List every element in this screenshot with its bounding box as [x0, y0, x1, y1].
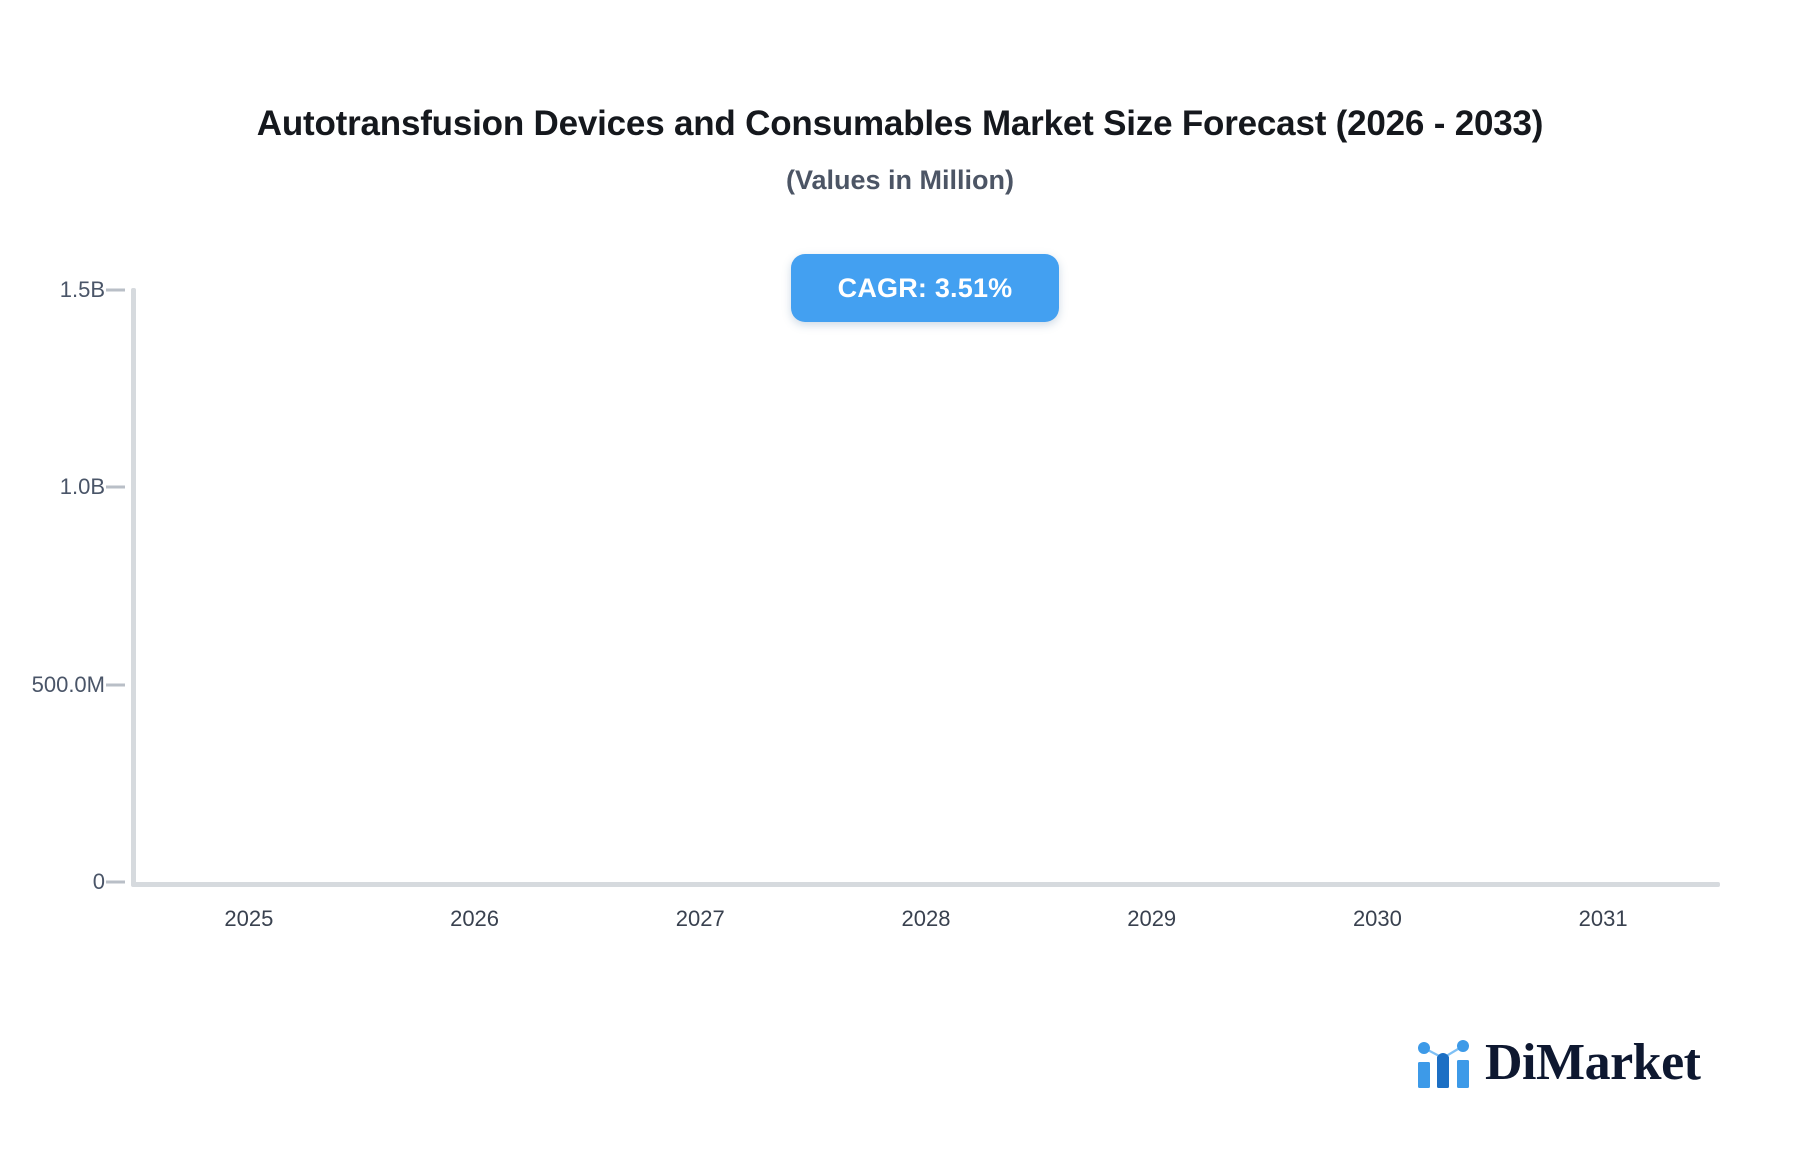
y-axis-tick-label: 1.5B	[59, 277, 105, 302]
x-axis-tick-label: 2027	[675, 906, 725, 931]
y-axis-tick-mark	[106, 683, 125, 687]
y-axis-tick-mark	[106, 288, 125, 292]
x-axis-tick-label: 2026	[450, 906, 500, 931]
y-axis-tick-mark	[106, 485, 125, 489]
y-axis-tick-label: 0	[92, 869, 105, 894]
x-axis-tick-label: 2025	[224, 906, 274, 931]
y-axis-line	[131, 288, 136, 886]
y-axis-tick-label: 500.0M	[31, 671, 105, 697]
cagr-badge-label: CAGR: 3.51%	[837, 272, 1013, 303]
cagr-badge: CAGR: 3.51%	[791, 254, 1059, 322]
y-axis-tick-label: 1.0B	[59, 474, 105, 500]
x-axis-line	[131, 882, 1720, 887]
brand-logo: DiMarket	[1415, 1034, 1701, 1091]
brand-name: DiMarket	[1485, 1034, 1701, 1091]
x-axis-tick-label: 2030	[1352, 906, 1402, 931]
x-axis-tick-label: 2029	[1127, 906, 1177, 931]
page-title: Autotransfusion Devices and Consumables …	[256, 104, 1544, 143]
bar-chart-logo-icon	[1418, 1040, 1469, 1088]
y-axis-tick-mark	[106, 880, 125, 884]
x-axis-tick-label: 2028	[901, 906, 951, 931]
x-axis-tick-label: 2031	[1578, 906, 1628, 931]
chart-subtitle: (Values in Million)	[785, 165, 1015, 195]
